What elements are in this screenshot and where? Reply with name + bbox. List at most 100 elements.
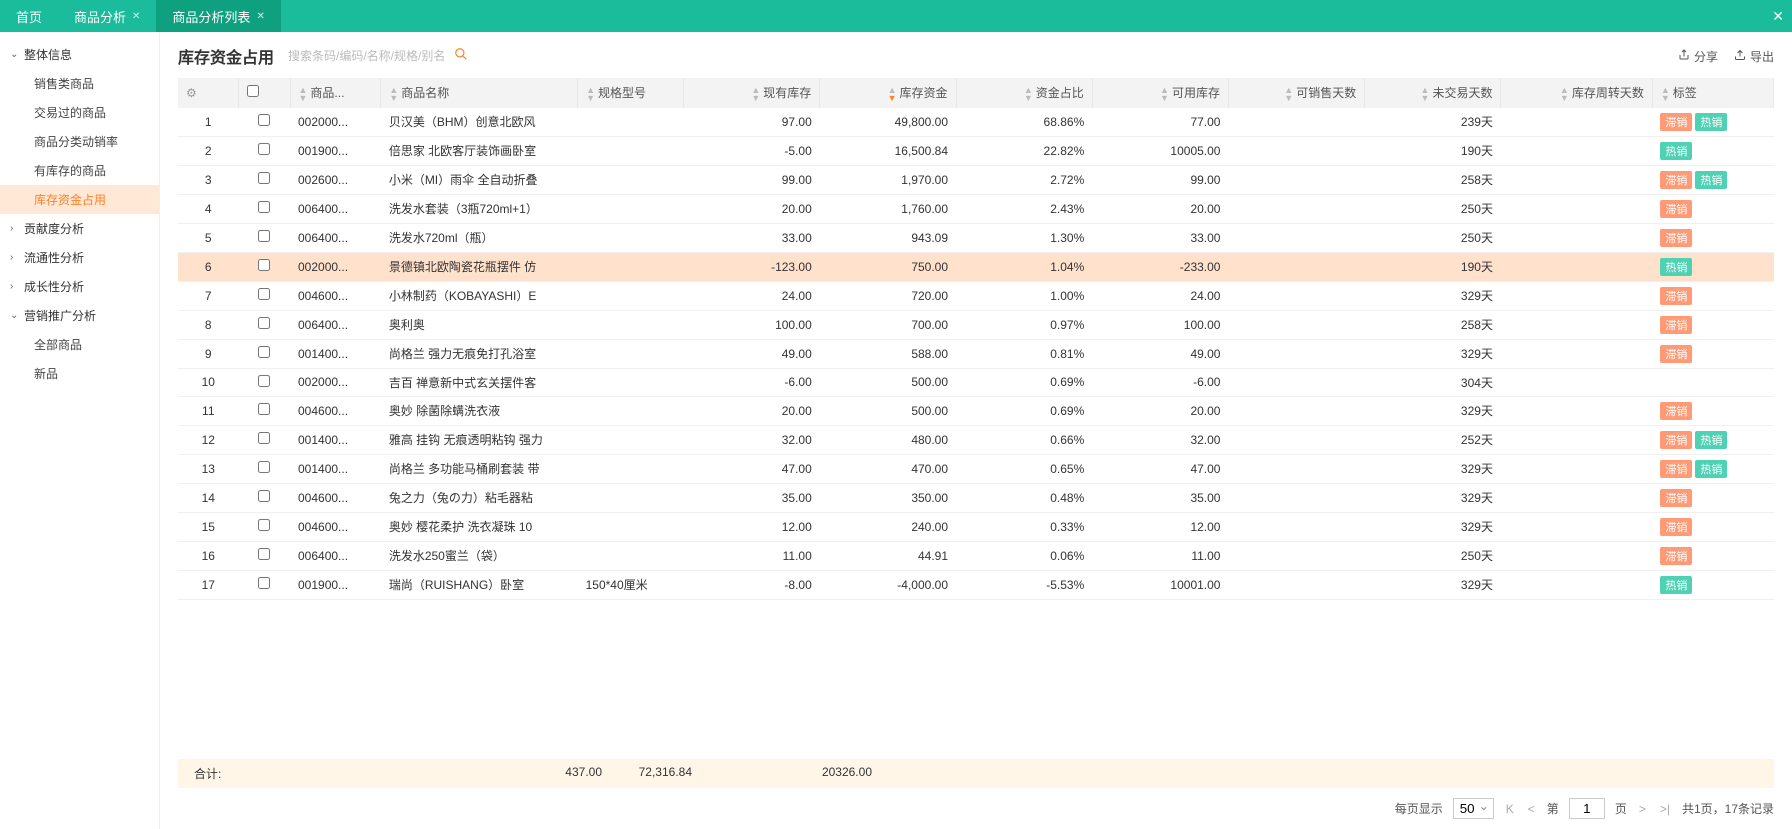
cell-avail: 32.00 (1092, 425, 1228, 454)
cell-saledays (1228, 194, 1364, 223)
row-checkbox[interactable] (258, 317, 270, 329)
column-header-notrade[interactable]: ▲▼未交易天数 (1365, 78, 1501, 108)
row-checkbox[interactable] (258, 461, 270, 473)
sidebar-item[interactable]: 交易过的商品 (0, 98, 159, 127)
column-header-spec[interactable]: ▲▼规格型号 (578, 78, 684, 108)
table-row[interactable]: 16006400...洗发水250蜜兰（袋）11.0044.910.06%11.… (178, 541, 1774, 570)
page-input[interactable] (1569, 798, 1605, 819)
cell-chk (239, 454, 290, 483)
cell-notrade: 329天 (1365, 512, 1501, 541)
cell-fund: 480.00 (820, 425, 956, 454)
row-checkbox[interactable] (258, 114, 270, 126)
row-checkbox[interactable] (258, 172, 270, 184)
table-row[interactable]: 17001900...瑞尚（RUISHANG）卧室150*40厘米-8.00-4… (178, 570, 1774, 599)
column-header-fund[interactable]: ▲▼库存资金 (820, 78, 956, 108)
cell-fund: 350.00 (820, 483, 956, 512)
tag-slow: 滞销 (1660, 460, 1692, 478)
table-row[interactable]: 3002600...小米（MI）雨伞 全自动折叠99.001,970.002.7… (178, 165, 1774, 194)
row-checkbox[interactable] (258, 577, 270, 589)
sidebar-item[interactable]: 销售类商品 (0, 69, 159, 98)
table-row[interactable]: 7004600...小林制药（KOBAYASHI）E24.00720.001.0… (178, 281, 1774, 310)
sidebar-item[interactable]: 商品分类动销率 (0, 127, 159, 156)
cell-name: 雅高 挂钩 无痕透明粘钩 强力 (381, 425, 578, 454)
row-checkbox[interactable] (258, 375, 270, 387)
tag-slow: 滞销 (1660, 171, 1692, 189)
perpage-select[interactable]: 50 (1453, 798, 1494, 819)
cell-spec (578, 310, 684, 339)
gear-icon[interactable]: ⚙ (186, 86, 197, 100)
column-header-stock[interactable]: ▲▼现有库存 (684, 78, 820, 108)
tab[interactable]: 商品分析列表✕ (156, 0, 280, 32)
row-checkbox[interactable] (258, 230, 270, 242)
close-icon[interactable]: ✕ (132, 11, 140, 22)
cell-name: 瑞尚（RUISHANG）卧室 (381, 570, 578, 599)
table-row[interactable]: 4006400...洗发水套装（3瓶720ml+1）20.001,760.002… (178, 194, 1774, 223)
close-icon[interactable]: ✕ (256, 11, 264, 22)
cell-notrade: 252天 (1365, 425, 1501, 454)
tree-group-header[interactable]: ›流通性分析 (0, 243, 159, 272)
tree-group-header[interactable]: ⌄整体信息 (0, 40, 159, 69)
tab-label: 商品分析 (74, 7, 126, 26)
column-header-tags[interactable]: ▲▼标签 (1652, 78, 1773, 108)
column-header-code[interactable]: ▲▼商品... (290, 78, 381, 108)
column-header-ratio[interactable]: ▲▼资金占比 (956, 78, 1092, 108)
table-row[interactable]: 12001400...雅高 挂钩 无痕透明粘钩 强力32.00480.000.6… (178, 425, 1774, 454)
column-header-avail[interactable]: ▲▼可用库存 (1092, 78, 1228, 108)
search-icon[interactable] (454, 47, 468, 64)
table-row[interactable]: 10002000...吉百 禅意新中式玄关摆件客-6.00500.000.69%… (178, 368, 1774, 396)
row-checkbox[interactable] (258, 519, 270, 531)
cell-avail: 99.00 (1092, 165, 1228, 194)
row-checkbox[interactable] (258, 403, 270, 415)
share-button[interactable]: 分享 (1678, 48, 1718, 65)
cell-avail: 11.00 (1092, 541, 1228, 570)
sidebar-item[interactable]: 库存资金占用 (0, 185, 159, 214)
table-row[interactable]: 14004600...兔之力（兔の力）粘毛器粘35.00350.000.48%3… (178, 483, 1774, 512)
cell-turndays (1501, 570, 1652, 599)
cell-code: 001400... (290, 425, 381, 454)
cell-idx: 11 (178, 396, 239, 425)
table-row[interactable]: 13001400...尚格兰 多功能马桶刷套装 带47.00470.000.65… (178, 454, 1774, 483)
sidebar-item[interactable]: 全部商品 (0, 330, 159, 359)
cell-chk (239, 483, 290, 512)
row-checkbox[interactable] (258, 288, 270, 300)
cell-spec (578, 136, 684, 165)
column-header-turndays[interactable]: ▲▼库存周转天数 (1501, 78, 1652, 108)
row-checkbox[interactable] (258, 548, 270, 560)
table-row[interactable]: 5006400...洗发水720ml（瓶）33.00943.091.30%33.… (178, 223, 1774, 252)
close-all-button[interactable]: ✕ (1772, 0, 1784, 32)
row-checkbox[interactable] (258, 490, 270, 502)
column-header-saledays[interactable]: ▲▼可销售天数 (1228, 78, 1364, 108)
row-checkbox[interactable] (258, 346, 270, 358)
table-row[interactable]: 9001400...尚格兰 强力无痕免打孔浴室49.00588.000.81%4… (178, 339, 1774, 368)
sidebar-item[interactable]: 新品 (0, 359, 159, 388)
row-checkbox[interactable] (258, 432, 270, 444)
tree-group-header[interactable]: ›贡献度分析 (0, 214, 159, 243)
cell-stock: 49.00 (684, 339, 820, 368)
table-row[interactable]: 8006400...奥利奥100.00700.000.97%100.00258天… (178, 310, 1774, 339)
tab[interactable]: 商品分析 ✕ (58, 0, 156, 32)
search-input[interactable] (288, 49, 448, 63)
table-row[interactable]: 15004600...奥妙 樱花柔护 洗衣凝珠 1012.00240.000.3… (178, 512, 1774, 541)
tree-group-header[interactable]: ›成长性分析 (0, 272, 159, 301)
page-last-button[interactable]: >| (1658, 802, 1672, 816)
cell-stock: 32.00 (684, 425, 820, 454)
select-all-checkbox[interactable] (247, 85, 259, 97)
cell-spec (578, 252, 684, 281)
tree-group-header[interactable]: ⌄营销推广分析 (0, 301, 159, 330)
row-checkbox[interactable] (258, 143, 270, 155)
cell-spec (578, 108, 684, 137)
export-button[interactable]: 导出 (1734, 48, 1774, 65)
page-prev-button[interactable]: < (1526, 802, 1537, 816)
table-row[interactable]: 11004600...奥妙 除菌除螨洗衣液20.00500.000.69%20.… (178, 396, 1774, 425)
page-first-button[interactable]: K (1504, 802, 1516, 816)
tab[interactable]: 首页 (0, 0, 58, 32)
sidebar-item[interactable]: 有库存的商品 (0, 156, 159, 185)
column-header-name[interactable]: ▲▼商品名称 (381, 78, 578, 108)
tree-group-label: 营销推广分析 (24, 307, 96, 324)
table-row[interactable]: 1002000...贝汉美（BHM）创意北欧风97.0049,800.0068.… (178, 108, 1774, 137)
table-row[interactable]: 2001900...倍思家 北欧客厅装饰画卧室-5.0016,500.8422.… (178, 136, 1774, 165)
row-checkbox[interactable] (258, 259, 270, 271)
table-row[interactable]: 6002000...景德镇北欧陶瓷花瓶摆件 仿-123.00750.001.04… (178, 252, 1774, 281)
row-checkbox[interactable] (258, 201, 270, 213)
page-next-button[interactable]: > (1637, 802, 1648, 816)
